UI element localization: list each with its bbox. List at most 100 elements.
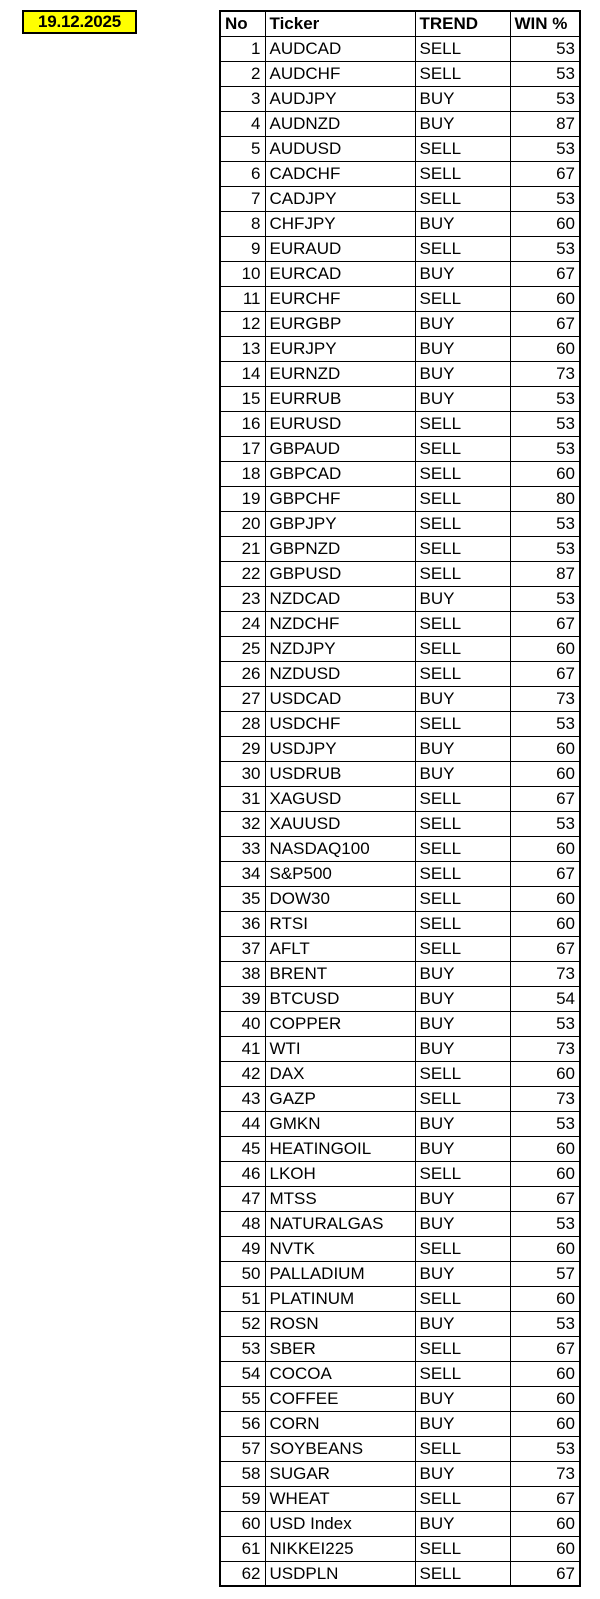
cell-trend: BUY [414,1135,511,1162]
table-row[interactable]: 51 PLATINUM SELL 60 [219,1285,581,1312]
cell-trend: SELL [414,1360,511,1387]
cell-trend: SELL [414,435,511,462]
table-row[interactable]: 44 GMKN BUY 53 [219,1110,581,1137]
table-row[interactable]: 14 EURNZD BUY 73 [219,360,581,387]
table-row[interactable]: 31 XAGUSD SELL 67 [219,785,581,812]
cell-win-percent: 60 [509,910,581,937]
table-row[interactable]: 22 GBPUSD SELL 87 [219,560,581,587]
cell-ticker: COFFEE [264,1385,416,1412]
cell-ticker: BRENT [264,960,416,987]
table-row[interactable]: 15 EURRUB BUY 53 [219,385,581,412]
table-row[interactable]: 55 COFFEE BUY 60 [219,1385,581,1412]
cell-no: 6 [219,160,266,187]
table-row[interactable]: 56 CORN BUY 60 [219,1410,581,1437]
table-row[interactable]: 34 S&P500 SELL 67 [219,860,581,887]
cell-trend: BUY [414,985,511,1012]
table-row[interactable]: 53 SBER SELL 67 [219,1335,581,1362]
table-row[interactable]: 5 AUDUSD SELL 53 [219,135,581,162]
table-row[interactable]: 57 SOYBEANS SELL 53 [219,1435,581,1462]
cell-win-percent: 73 [509,1460,581,1487]
table-row[interactable]: 16 EURUSD SELL 53 [219,410,581,437]
table-row[interactable]: 18 GBPCAD SELL 60 [219,460,581,487]
table-row[interactable]: 7 CADJPY SELL 53 [219,185,581,212]
table-row[interactable]: 8 CHFJPY BUY 60 [219,210,581,237]
table-row[interactable]: 60 USD Index BUY 60 [219,1510,581,1537]
table-row[interactable]: 12 EURGBP BUY 67 [219,310,581,337]
cell-ticker: GBPCAD [264,460,416,487]
table-row[interactable]: 19 GBPCHF SELL 80 [219,485,581,512]
table-row[interactable]: 2 AUDCHF SELL 53 [219,60,581,87]
table-row[interactable]: 50 PALLADIUM BUY 57 [219,1260,581,1287]
table-row[interactable]: 38 BRENT BUY 73 [219,960,581,987]
table-row[interactable]: 62 USDPLN SELL 67 [219,1560,581,1587]
table-row[interactable]: 29 USDJPY BUY 60 [219,735,581,762]
table-row[interactable]: 32 XAUUSD SELL 53 [219,810,581,837]
column-header-no[interactable]: No [219,10,266,37]
table-row[interactable]: 35 DOW30 SELL 60 [219,885,581,912]
cell-win-percent: 60 [509,1360,581,1387]
table-row[interactable]: 25 NZDJPY SELL 60 [219,635,581,662]
cell-ticker: CORN [264,1410,416,1437]
cell-ticker: CHFJPY [264,210,416,237]
table-row[interactable]: 20 GBPJPY SELL 53 [219,510,581,537]
table-row[interactable]: 37 AFLT SELL 67 [219,935,581,962]
table-row[interactable]: 33 NASDAQ100 SELL 60 [219,835,581,862]
cell-trend: SELL [414,235,511,262]
table-row[interactable]: 58 SUGAR BUY 73 [219,1460,581,1487]
cell-ticker: USDPLN [264,1560,416,1587]
table-row[interactable]: 30 USDRUB BUY 60 [219,760,581,787]
table-row[interactable]: 4 AUDNZD BUY 87 [219,110,581,137]
cell-trend: BUY [414,1210,511,1237]
table-row[interactable]: 24 NZDCHF SELL 67 [219,610,581,637]
table-row[interactable]: 46 LKOH SELL 60 [219,1160,581,1187]
cell-ticker: NASDAQ100 [264,835,416,862]
cell-ticker: GBPAUD [264,435,416,462]
table-row[interactable]: 26 NZDUSD SELL 67 [219,660,581,687]
cell-trend: SELL [414,885,511,912]
table-row[interactable]: 23 NZDCAD BUY 53 [219,585,581,612]
table-row[interactable]: 47 MTSS BUY 67 [219,1185,581,1212]
cell-win-percent: 60 [509,1060,581,1087]
table-row[interactable]: 21 GBPNZD SELL 53 [219,535,581,562]
cell-win-percent: 53 [509,185,581,212]
table-row[interactable]: 41 WTI BUY 73 [219,1035,581,1062]
table-row[interactable]: 10 EURCAD BUY 67 [219,260,581,287]
cell-ticker: USDCHF [264,710,416,737]
cell-ticker: XAUUSD [264,810,416,837]
table-row[interactable]: 54 COCOA SELL 60 [219,1360,581,1387]
table-row[interactable]: 40 COPPER BUY 53 [219,1010,581,1037]
table-row[interactable]: 61 NIKKEI225 SELL 60 [219,1535,581,1562]
cell-ticker: BTCUSD [264,985,416,1012]
table-row[interactable]: 6 CADCHF SELL 67 [219,160,581,187]
cell-ticker: GAZP [264,1085,416,1112]
table-row[interactable]: 13 EURJPY BUY 60 [219,335,581,362]
cell-ticker: CADCHF [264,160,416,187]
table-row[interactable]: 9 EURAUD SELL 53 [219,235,581,262]
table-row[interactable]: 39 BTCUSD BUY 54 [219,985,581,1012]
table-row[interactable]: 48 NATURALGAS BUY 53 [219,1210,581,1237]
table-row[interactable]: 59 WHEAT SELL 67 [219,1485,581,1512]
table-row[interactable]: 52 ROSN BUY 53 [219,1310,581,1337]
cell-ticker: PALLADIUM [264,1260,416,1287]
table-row[interactable]: 49 NVTK SELL 60 [219,1235,581,1262]
table-row[interactable]: 43 GAZP SELL 73 [219,1085,581,1112]
cell-ticker: GMKN [264,1110,416,1137]
table-row[interactable]: 27 USDCAD BUY 73 [219,685,581,712]
cell-ticker: AFLT [264,935,416,962]
cell-trend: SELL [414,460,511,487]
column-header-trend[interactable]: TREND [414,10,511,37]
table-row[interactable]: 45 HEATINGOIL BUY 60 [219,1135,581,1162]
table-row[interactable]: 1 AUDCAD SELL 53 [219,35,581,62]
column-header-win[interactable]: WIN % [509,10,581,37]
cell-no: 19 [219,485,266,512]
table-row[interactable]: 42 DAX SELL 60 [219,1060,581,1087]
column-header-ticker[interactable]: Ticker [264,10,416,37]
table-row[interactable]: 17 GBPAUD SELL 53 [219,435,581,462]
table-row[interactable]: 36 RTSI SELL 60 [219,910,581,937]
table-row[interactable]: 3 AUDJPY BUY 53 [219,85,581,112]
table-row[interactable]: 11 EURCHF SELL 60 [219,285,581,312]
table-row[interactable]: 28 USDCHF SELL 53 [219,710,581,737]
cell-trend: BUY [414,960,511,987]
cell-win-percent: 53 [509,35,581,62]
cell-trend: SELL [414,410,511,437]
